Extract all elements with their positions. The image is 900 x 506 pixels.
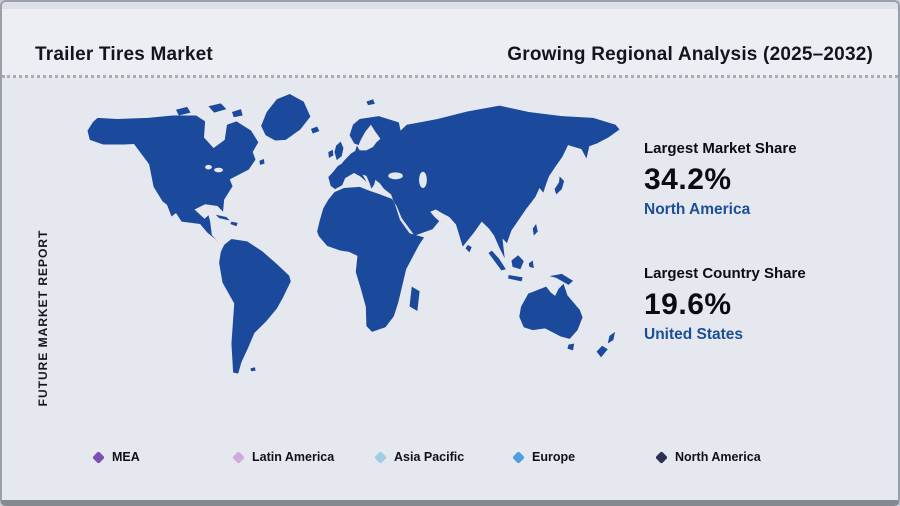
legend-label: Europe <box>532 450 576 464</box>
legend-item-europe: Europe <box>512 448 576 466</box>
legend-dot-icon <box>374 450 387 464</box>
stats-panel: Largest Market Share 34.2% North America… <box>644 140 884 344</box>
legend-dot-icon <box>92 450 105 464</box>
legend-label: Latin America <box>252 450 335 464</box>
stat-region: United States <box>644 326 744 343</box>
top-strip <box>2 2 898 9</box>
legend-dot-icon <box>232 450 245 464</box>
legend-label: North America <box>675 450 761 464</box>
legend-item-mea: MEA <box>92 448 140 466</box>
legend-dot-icon <box>655 450 668 464</box>
legend-item-north-america: North America <box>655 448 761 466</box>
stat-region: North America <box>644 201 751 218</box>
stat-market-share: Largest Market Share 34.2% North America <box>644 140 884 219</box>
world-map-landmasses <box>87 94 620 374</box>
watermark-vertical-text: FUTURE MARKET REPORT <box>36 229 50 407</box>
stat-country-share: Largest Country Share 19.6% United State… <box>644 265 884 344</box>
header-band <box>2 9 898 77</box>
legend-item-asia-pacific: Asia Pacific <box>374 448 465 466</box>
inland-water <box>205 164 427 189</box>
page-title: Trailer Tires Market <box>35 44 213 65</box>
stat-label: Largest Market Share <box>644 140 797 157</box>
stat-value: 34.2% <box>644 163 732 196</box>
stat-label: Largest Country Share <box>644 265 806 282</box>
dotted-divider <box>2 75 898 78</box>
legend-item-latin-america: Latin America <box>232 448 335 466</box>
subtitle-regional-analysis: Growing Regional Analysis (2025–2032) <box>507 44 873 65</box>
stat-value: 19.6% <box>644 288 732 321</box>
legend-dot-icon <box>512 450 525 464</box>
legend-label: Asia Pacific <box>394 450 465 464</box>
legend-label: MEA <box>112 450 140 464</box>
world-map <box>87 94 620 374</box>
